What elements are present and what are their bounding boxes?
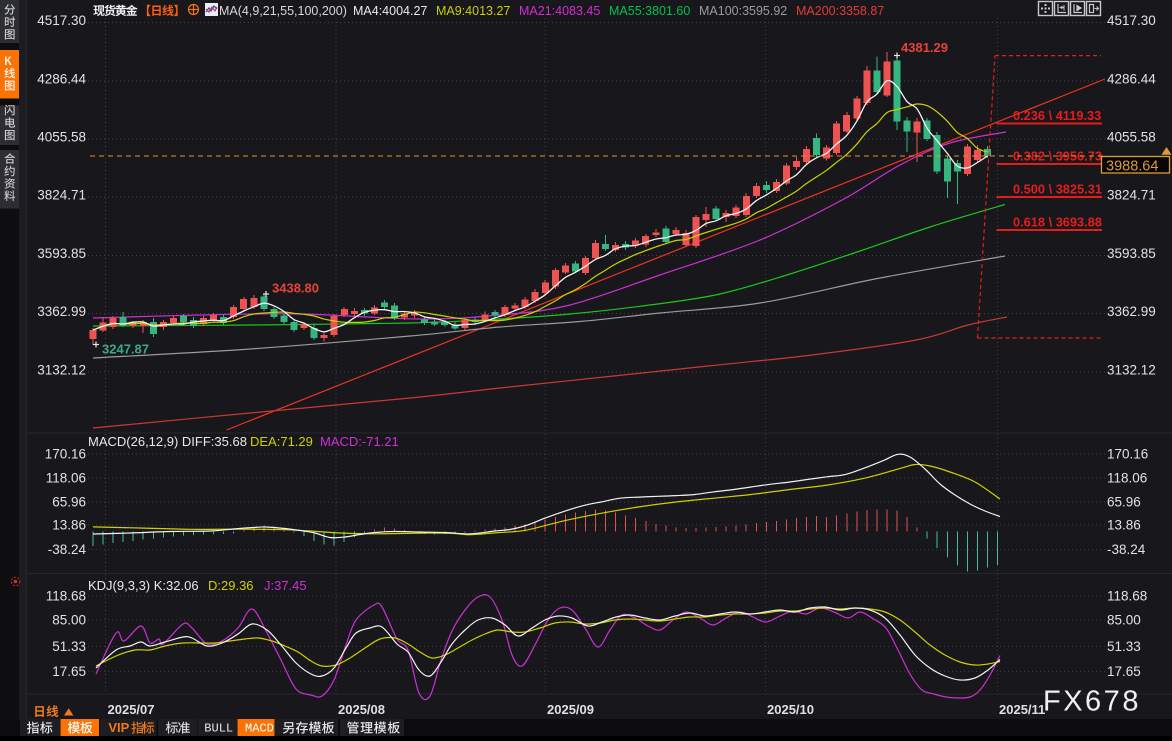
svg-text:2025/07: 2025/07 (108, 702, 155, 717)
svg-text:-38.24: -38.24 (48, 542, 87, 557)
svg-text:2025/10: 2025/10 (767, 702, 814, 717)
svg-text:118.06: 118.06 (46, 470, 86, 485)
svg-text:MA200:3358.87: MA200:3358.87 (796, 4, 884, 18)
svg-text:FX678: FX678 (1043, 686, 1141, 718)
svg-text:65.96: 65.96 (1107, 494, 1141, 509)
svg-text:MACD(26,12,9) DIFF:35.68: MACD(26,12,9) DIFF:35.68 (88, 434, 247, 449)
svg-text:2025/08: 2025/08 (338, 702, 385, 717)
svg-text:118.06: 118.06 (1107, 470, 1147, 485)
svg-text:DEA:71.29: DEA:71.29 (250, 434, 313, 449)
svg-text:3362.99: 3362.99 (1107, 304, 1156, 319)
svg-text:KDJ(9,3,3) K:32.06: KDJ(9,3,3) K:32.06 (88, 578, 199, 593)
svg-text:65.96: 65.96 (52, 494, 86, 509)
svg-text:3593.85: 3593.85 (37, 246, 86, 261)
svg-text:MA100:3595.92: MA100:3595.92 (699, 4, 787, 18)
svg-text:4286.44: 4286.44 (1107, 71, 1156, 86)
svg-text:13.86: 13.86 (1107, 517, 1141, 532)
svg-text:170.16: 170.16 (1107, 447, 1148, 462)
svg-text:3438.80: 3438.80 (272, 281, 319, 296)
svg-text:3824.71: 3824.71 (37, 188, 86, 203)
svg-text:MA(4,9,21,55,100,200): MA(4,9,21,55,100,200) (219, 4, 347, 18)
svg-text:J:37.45: J:37.45 (264, 578, 307, 593)
svg-text:0.500 \ 3825.31: 0.500 \ 3825.31 (1013, 182, 1102, 197)
svg-text:D:29.36: D:29.36 (208, 578, 254, 593)
svg-text:118.68: 118.68 (46, 589, 86, 604)
svg-text:3988.64: 3988.64 (1106, 158, 1158, 174)
svg-text:2025/09: 2025/09 (547, 702, 594, 717)
svg-text:4381.29: 4381.29 (901, 40, 948, 55)
svg-text:0.236 \ 4119.33: 0.236 \ 4119.33 (1013, 108, 1101, 123)
svg-text:4286.44: 4286.44 (37, 71, 86, 86)
svg-text:4055.58: 4055.58 (1107, 130, 1156, 145)
svg-text:51.33: 51.33 (1107, 639, 1141, 654)
svg-text:170.16: 170.16 (45, 447, 86, 462)
svg-text:MA9:4013.27: MA9:4013.27 (436, 4, 510, 18)
svg-text:85.00: 85.00 (1107, 613, 1141, 628)
svg-text:13.86: 13.86 (52, 517, 86, 532)
svg-text:0.618 \ 3693.88: 0.618 \ 3693.88 (1013, 215, 1102, 230)
svg-text:MA55:3801.60: MA55:3801.60 (609, 4, 690, 18)
svg-text:85.00: 85.00 (52, 613, 86, 628)
svg-text:4055.58: 4055.58 (37, 130, 86, 145)
svg-text:2025/11: 2025/11 (999, 702, 1045, 717)
svg-text:MACD: MACD (245, 722, 274, 736)
svg-text:3362.99: 3362.99 (37, 304, 86, 319)
svg-text:3132.12: 3132.12 (1107, 362, 1156, 377)
svg-text:MACD:-71.21: MACD:-71.21 (320, 434, 399, 449)
svg-text:118.68: 118.68 (1107, 589, 1147, 604)
svg-text:VIP: VIP (108, 720, 129, 735)
svg-text:BULL: BULL (204, 722, 233, 736)
svg-text:-38.24: -38.24 (1107, 542, 1146, 557)
svg-text:MA4:4004.27: MA4:4004.27 (353, 4, 427, 18)
svg-text:17.65: 17.65 (52, 664, 86, 679)
svg-text:3593.85: 3593.85 (1107, 246, 1156, 261)
svg-text:3824.71: 3824.71 (1107, 188, 1156, 203)
svg-text:17.65: 17.65 (1107, 664, 1141, 679)
svg-text:4517.30: 4517.30 (37, 13, 86, 28)
svg-text:51.33: 51.33 (52, 639, 86, 654)
svg-text:4517.30: 4517.30 (1107, 13, 1156, 28)
svg-text:3247.87: 3247.87 (102, 342, 149, 357)
svg-text:MA21:4083.45: MA21:4083.45 (519, 4, 600, 18)
svg-text:3132.12: 3132.12 (37, 362, 86, 377)
